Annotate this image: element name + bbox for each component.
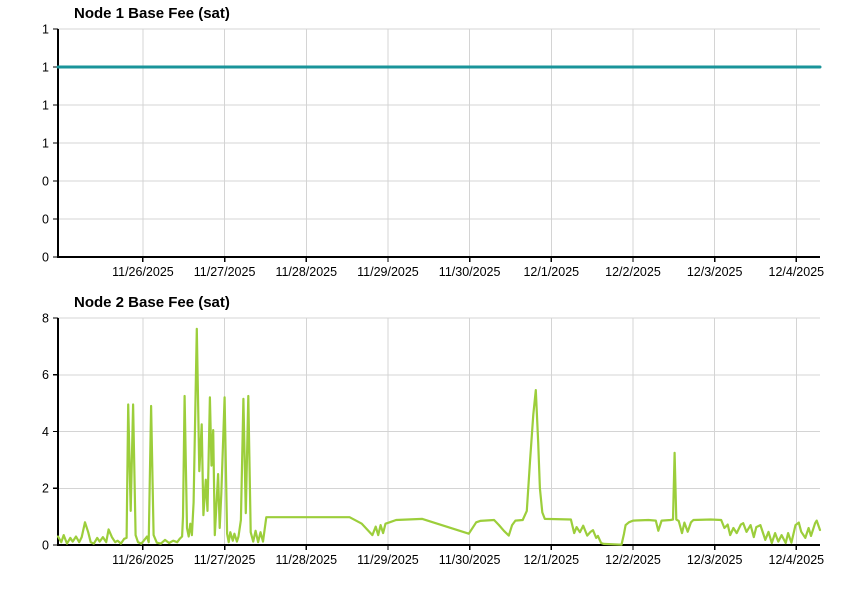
y-tick-label: 4: [42, 425, 49, 439]
x-tick-label: 12/2/2025: [605, 553, 661, 567]
y-tick-label: 6: [42, 368, 49, 382]
x-tick-label: 12/1/2025: [523, 553, 579, 567]
x-tick-label: 11/29/2025: [357, 265, 419, 279]
y-tick-label: 1: [42, 60, 49, 74]
x-tick-label: 12/4/2025: [769, 553, 825, 567]
node1-chart-title: Node 1 Base Fee (sat): [74, 5, 230, 22]
y-tick-label: 0: [42, 538, 49, 552]
x-tick-label: 11/26/2025: [112, 553, 174, 567]
x-tick-label: 11/27/2025: [194, 553, 256, 567]
x-tick-label: 11/26/2025: [112, 265, 174, 279]
y-tick-label: 0: [42, 174, 49, 188]
x-tick-label: 11/28/2025: [275, 265, 337, 279]
node2-chart-title: Node 2 Base Fee (sat): [74, 294, 230, 311]
y-tick-label: 1: [42, 22, 49, 36]
y-tick-label: 0: [42, 212, 49, 226]
y-tick-label: 0: [42, 250, 49, 264]
y-tick-label: 8: [42, 311, 49, 325]
x-tick-label: 11/30/2025: [439, 553, 501, 567]
x-tick-label: 11/30/2025: [439, 265, 501, 279]
x-tick-label: 11/29/2025: [357, 553, 419, 567]
x-tick-label: 12/3/2025: [687, 265, 743, 279]
node1-chart: 1 1 1 1 0 0 0 11/26/2025 11/27/2025 11/28/2025 11/…: [42, 22, 825, 279]
x-tick-label: 12/4/2025: [769, 265, 825, 279]
y-tick-label: 2: [42, 482, 49, 496]
x-tick-label: 11/27/2025: [194, 265, 256, 279]
x-tick-label: 12/3/2025: [687, 553, 743, 567]
x-tick-label: 12/2/2025: [605, 265, 661, 279]
x-tick-label: 11/28/2025: [275, 553, 337, 567]
y-tick-label: 1: [42, 136, 49, 150]
x-tick-label: 12/1/2025: [523, 265, 579, 279]
node2-chart: 8 6 4 2 0 11/26/2025 11/27/2025 11/28/2025 11/29…: [42, 311, 825, 567]
node2-series-line: [56, 327, 822, 546]
y-tick-label: 1: [42, 98, 49, 112]
